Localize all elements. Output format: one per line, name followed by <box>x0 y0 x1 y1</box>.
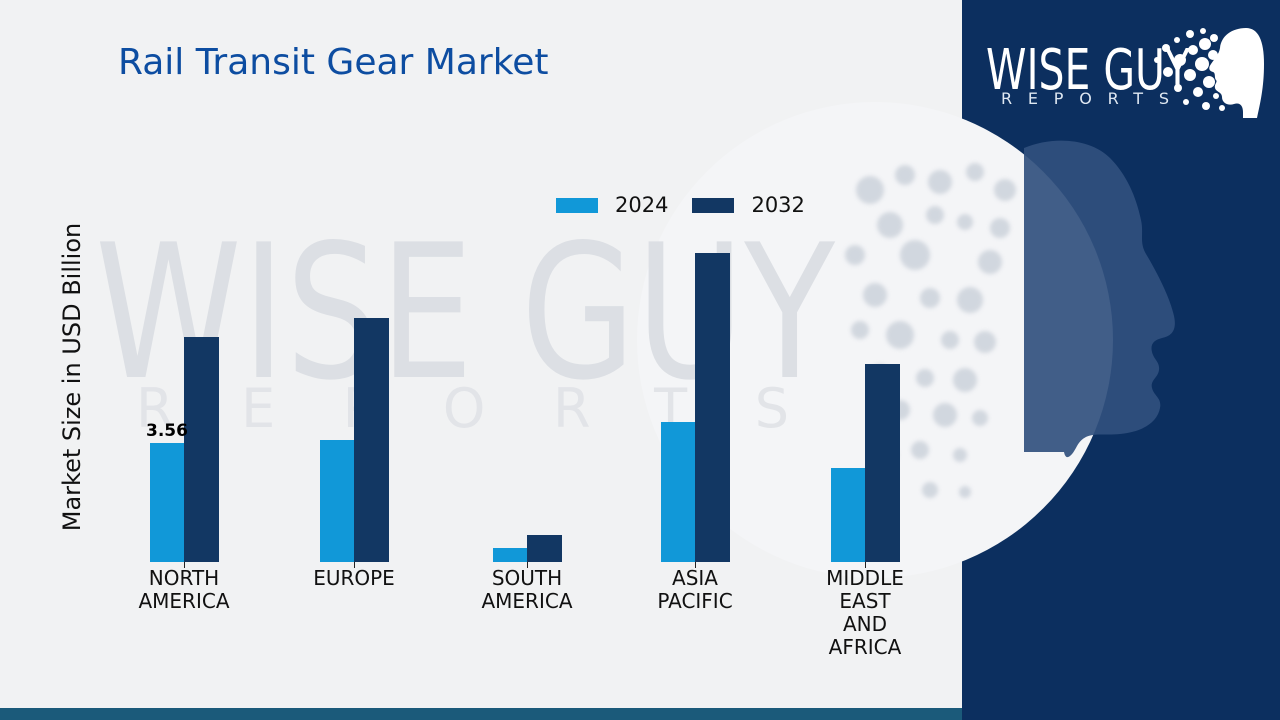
x-axis-tick-north-america <box>184 562 185 568</box>
bar-2032-north-america <box>184 337 219 562</box>
category-label-north-america: NORTH AMERICA <box>138 566 230 613</box>
logo-dot-spray <box>1154 28 1225 111</box>
category-label-europe: EUROPE <box>313 566 395 590</box>
category-label-south-america: SOUTH AMERICA <box>481 566 573 613</box>
legend-swatch-2024 <box>556 197 598 213</box>
category-label-middle-east-and-africa: MIDDLE EAST AND AFRICA <box>826 566 904 659</box>
legend-swatch-2032 <box>692 197 735 213</box>
logo-brand-text: WISE GUY <box>986 38 1191 103</box>
category-label-asia-pacific: ASIA PACIFIC <box>657 566 733 613</box>
bar-2032-europe <box>354 318 389 562</box>
bar-2032-middle-east-and-africa <box>865 364 900 562</box>
legend: 2024 2032 <box>556 193 805 217</box>
x-axis-tick-europe <box>354 562 355 568</box>
x-axis-tick-south-america <box>527 562 528 568</box>
legend-label-2024: 2024 <box>615 193 669 217</box>
wiseguy-logo: WISE GUY REPORTS <box>986 28 1264 118</box>
bar-value-label: 3.56 <box>146 420 188 441</box>
bottom-accent-bar <box>0 708 962 720</box>
legend-item-2024: 2024 <box>556 193 668 217</box>
chart-title: Rail Transit Gear Market <box>118 42 549 83</box>
bar-2024-south-america <box>493 548 527 562</box>
logo-head-profile-icon <box>1209 28 1264 118</box>
y-axis-label: Market Size in USD Billion <box>58 222 86 532</box>
bar-2024-middle-east-and-africa <box>831 468 865 562</box>
bar-2032-asia-pacific <box>695 253 730 562</box>
bar-2024-europe <box>320 440 354 562</box>
logo-reports-text: REPORTS <box>1001 89 1178 108</box>
bar-2032-south-america <box>527 535 562 562</box>
legend-item-2032: 2032 <box>692 193 805 217</box>
bar-2024-north-america <box>150 443 184 562</box>
legend-label-2032: 2032 <box>751 193 805 217</box>
bar-2024-asia-pacific <box>661 422 695 562</box>
